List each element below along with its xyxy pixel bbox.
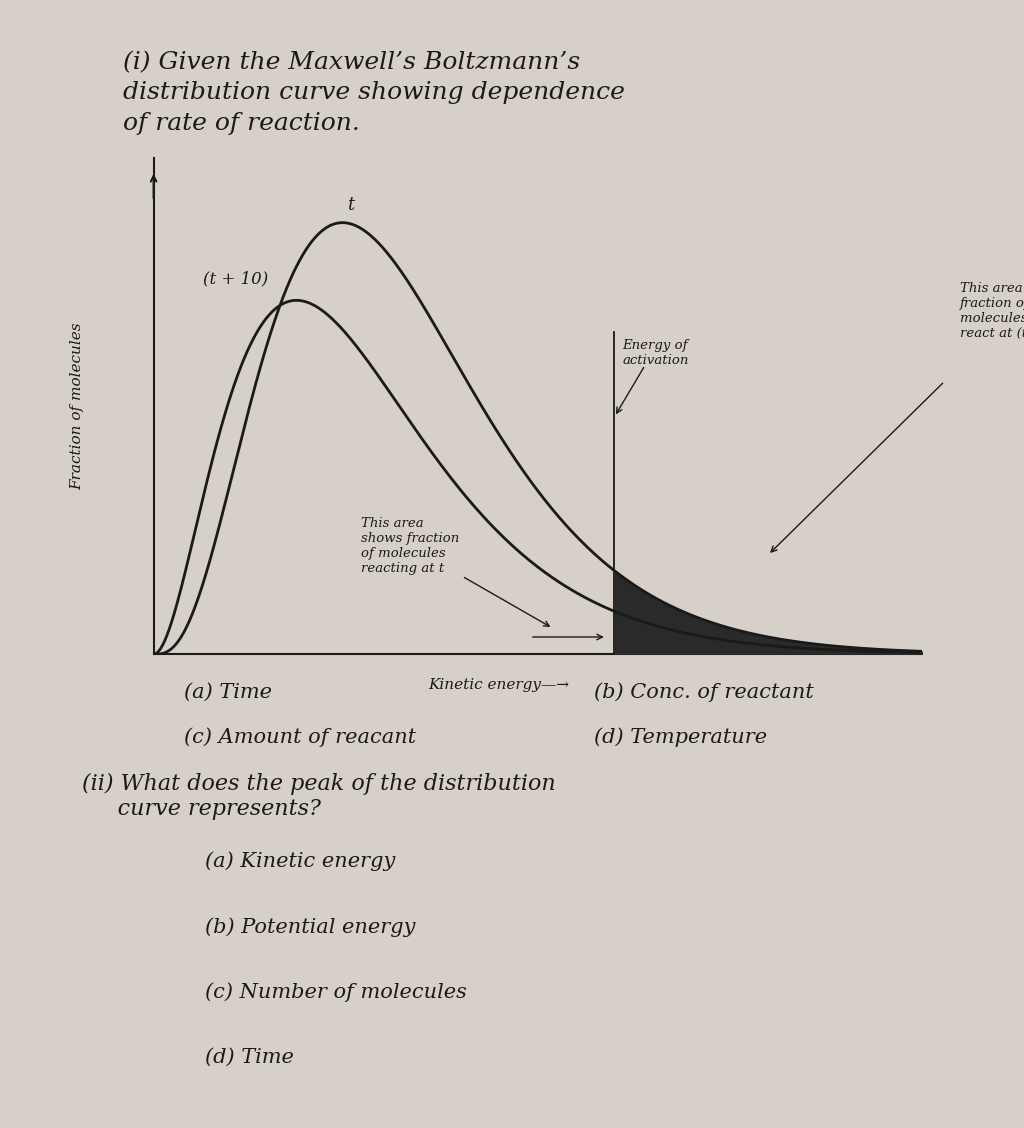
Text: (a) Kinetic energy: (a) Kinetic energy	[205, 852, 395, 871]
Text: (c) Amount of reacant: (c) Amount of reacant	[184, 728, 417, 747]
Text: This area
shows fraction
of molecules
reacting at t: This area shows fraction of molecules re…	[361, 518, 549, 626]
Text: Energy of
activation: Energy of activation	[623, 340, 688, 368]
Text: distribution curve showing dependence: distribution curve showing dependence	[123, 81, 625, 104]
Text: This area shows
fraction of additional
molecules which
react at (t + 10): This area shows fraction of additional m…	[961, 282, 1024, 340]
Text: (d) Temperature: (d) Temperature	[594, 728, 767, 747]
Text: Fraction of molecules: Fraction of molecules	[70, 323, 84, 490]
Text: (a) Time: (a) Time	[184, 682, 272, 702]
Text: (t + 10): (t + 10)	[203, 270, 267, 288]
Text: (b) Conc. of reactant: (b) Conc. of reactant	[594, 682, 814, 702]
Text: (i) Given the Maxwell’s Boltzmann’s: (i) Given the Maxwell’s Boltzmann’s	[123, 51, 581, 73]
Text: Kinetic energy—→: Kinetic energy—→	[429, 678, 569, 691]
Text: (b) Potential energy: (b) Potential energy	[205, 917, 415, 936]
Text: of rate of reaction.: of rate of reaction.	[123, 112, 359, 134]
Text: (d) Time: (d) Time	[205, 1048, 294, 1067]
Text: (c) Number of molecules: (c) Number of molecules	[205, 982, 467, 1002]
Text: (ii) What does the peak of the distribution
     curve represents?: (ii) What does the peak of the distribut…	[82, 773, 556, 820]
Text: t: t	[347, 196, 354, 213]
